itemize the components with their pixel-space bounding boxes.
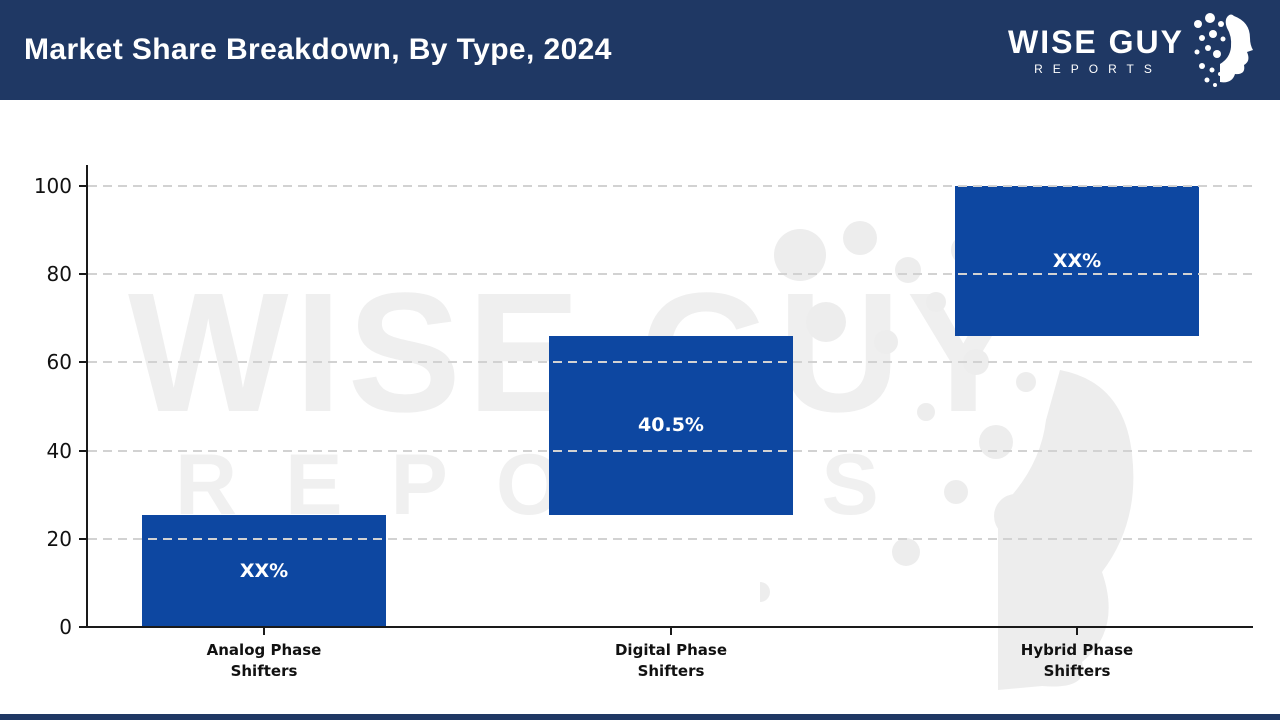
x-tick-mark — [263, 628, 265, 635]
y-tick-label: 60 — [46, 350, 72, 375]
y-tick-label: 100 — [33, 174, 72, 198]
x-tick-mark — [1076, 628, 1078, 635]
y-tick-mark — [79, 185, 86, 187]
plot-area: XX% 40.5% XX% — [88, 165, 1253, 627]
category-label: Hybrid Phase Shifters — [1020, 641, 1134, 680]
y-tick-label: 40 — [46, 438, 72, 463]
bar: 40.5% — [549, 335, 793, 515]
logo-face-icon — [1194, 13, 1253, 87]
y-axis-line — [86, 165, 88, 628]
y-tick-mark — [79, 449, 86, 452]
gridline — [88, 537, 1253, 540]
x-tick-mark — [670, 628, 672, 635]
y-tick-mark — [79, 361, 86, 364]
bar: XX% — [142, 514, 386, 627]
logo-wordmark: WISE GUY — [1007, 23, 1184, 60]
bar-value-label: XX% — [1052, 249, 1102, 272]
y-tick-mark — [79, 273, 86, 276]
gridline — [88, 361, 1253, 364]
y-tick-mark — [79, 626, 86, 628]
category-label: Digital Phase Shifters — [614, 641, 728, 680]
bar-value-label: 40.5% — [638, 414, 704, 437]
y-tick-label: 20 — [46, 526, 72, 551]
category-label: Analog Phase Shifters — [206, 641, 322, 680]
gridline — [88, 273, 1253, 276]
bar: XX% — [955, 186, 1199, 336]
header-bar: Market Share Breakdown, By Type, 2024 WI… — [0, 0, 1280, 100]
gridline — [88, 449, 1253, 452]
gridline — [88, 185, 1253, 187]
bar-value-label: XX% — [239, 559, 289, 582]
y-tick-label: 0 — [59, 615, 72, 639]
logo-subtitle: REPORTS — [1034, 61, 1162, 76]
y-tick-mark — [79, 537, 86, 540]
page-title: Market Share Breakdown, By Type, 2024 — [24, 33, 612, 66]
footer-bar — [0, 714, 1280, 720]
logo: WISE GUY REPORTS — [1008, 12, 1256, 88]
x-axis-line — [86, 626, 1253, 628]
logo-text: WISE GUY REPORTS — [1008, 26, 1184, 75]
y-tick-label: 80 — [46, 262, 72, 287]
